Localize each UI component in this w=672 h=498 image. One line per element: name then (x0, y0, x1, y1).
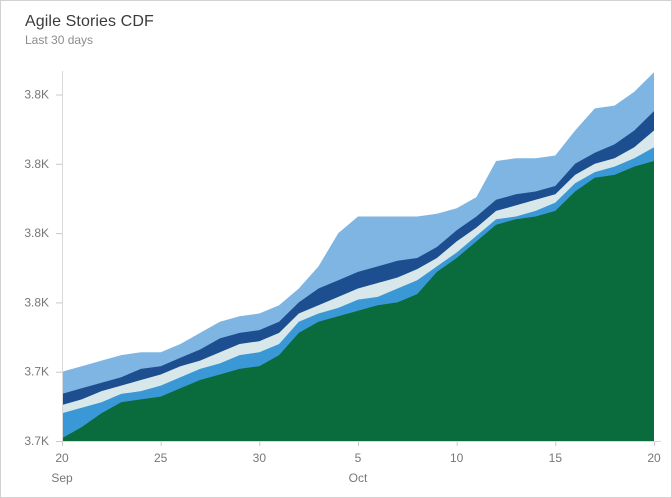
y-tick-label: 3.8K (24, 295, 49, 309)
x-tick-label: 5 (355, 451, 362, 465)
y-tick-label: 3.7K (24, 434, 49, 448)
x-tick-label: 30 (253, 451, 267, 465)
area-series-group (62, 72, 654, 442)
x-tick-label: 20 (647, 451, 661, 465)
y-tick-label: 3.8K (24, 226, 49, 240)
area-series-5-green[interactable] (62, 161, 654, 441)
x-month-label: Oct (349, 471, 368, 485)
y-tick-label: 3.8K (24, 157, 49, 171)
chart-subtitle: Last 30 days (25, 33, 94, 47)
x-tick-label: 25 (154, 451, 168, 465)
x-tick-label: 20 (55, 451, 69, 465)
y-tick-label: 3.7K (24, 365, 49, 379)
axis-labels-group: 3.7K 3.7K 3.8K 3.8K 3.8K 3.8K 20 25 30 5 10 15 20 Sep… (24, 88, 661, 486)
x-tick-label: 10 (450, 451, 464, 465)
page-title: Agile Stories CDF (25, 13, 154, 30)
x-month-label: Sep (51, 471, 73, 485)
y-tick-label: 3.8K (24, 88, 49, 102)
x-tick-label: 15 (549, 451, 563, 465)
chart-header: Agile Stories CDF Last 30 days (25, 11, 154, 48)
axes-group (62, 71, 661, 442)
